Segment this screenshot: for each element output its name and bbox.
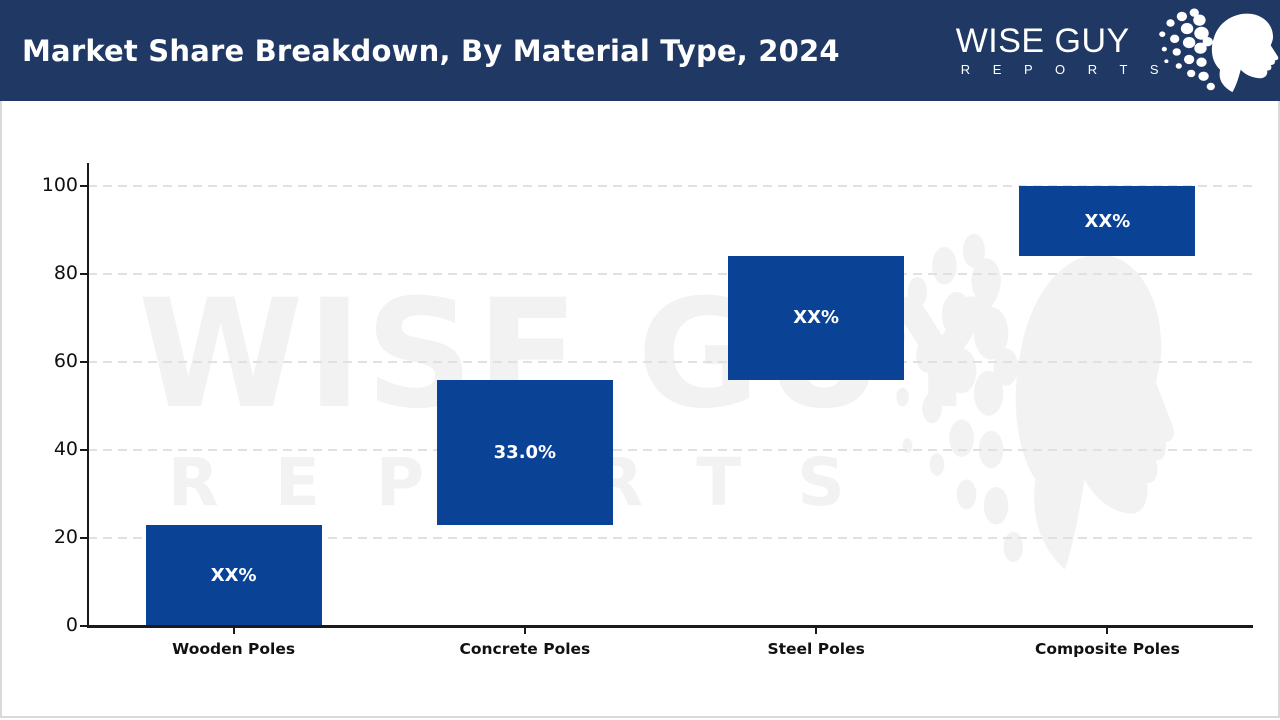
y-tick-mark <box>80 361 88 363</box>
y-tick-label: 100 <box>41 174 78 196</box>
bar-segment: 33.0% <box>436 379 613 525</box>
gridline <box>88 273 1253 275</box>
y-tick-mark <box>80 537 88 539</box>
logo-wordmark-line2: R E P O R T S <box>960 61 1168 77</box>
y-tick-mark <box>80 185 88 187</box>
x-tick-mark <box>1106 628 1109 634</box>
y-tick-label: 40 <box>53 438 78 460</box>
gridline <box>88 449 1253 451</box>
page-title: Market Share Breakdown, By Material Type… <box>22 33 840 68</box>
x-tick-label: Composite Poles <box>1034 640 1180 658</box>
y-tick-label: 0 <box>65 614 78 636</box>
bar-value-label: XX% <box>210 564 257 586</box>
gridline <box>88 361 1253 363</box>
bar-value-label: XX% <box>1084 210 1131 232</box>
watermark-face-icon <box>890 233 1174 570</box>
wiseguy-logo: WISE GUY R E P O R T S <box>956 0 1280 101</box>
bar-segment: XX% <box>1019 186 1196 257</box>
logo-wordmark: WISE GUY R E P O R T S <box>955 22 1168 77</box>
wiseguy-face-icon <box>1159 7 1279 92</box>
x-tick-label: Steel Poles <box>767 640 865 658</box>
y-tick-label: 80 <box>53 262 78 284</box>
x-tick-mark <box>232 628 235 634</box>
x-axis-line <box>87 625 1253 628</box>
y-tick-label: 20 <box>53 526 78 548</box>
y-tick-mark <box>80 625 88 627</box>
x-tick-label: Wooden Poles <box>172 640 296 658</box>
bar-value-label: 33.0% <box>493 441 557 463</box>
bar-value-label: XX% <box>793 307 840 329</box>
y-tick-label: 60 <box>53 350 78 372</box>
logo-wordmark-line1: WISE GUY <box>955 22 1130 61</box>
bar-segment: XX% <box>728 256 905 380</box>
x-tick-mark <box>815 628 818 634</box>
gridline <box>88 185 1253 187</box>
x-tick-label: Concrete Poles <box>459 640 591 658</box>
y-axis-line <box>87 163 89 628</box>
header-bar: Market Share Breakdown, By Material Type… <box>0 0 1280 101</box>
gridline <box>88 537 1253 539</box>
y-tick-mark <box>80 449 88 451</box>
bar-segment: XX% <box>145 524 322 626</box>
x-tick-mark <box>523 628 526 634</box>
y-tick-mark <box>80 273 88 275</box>
